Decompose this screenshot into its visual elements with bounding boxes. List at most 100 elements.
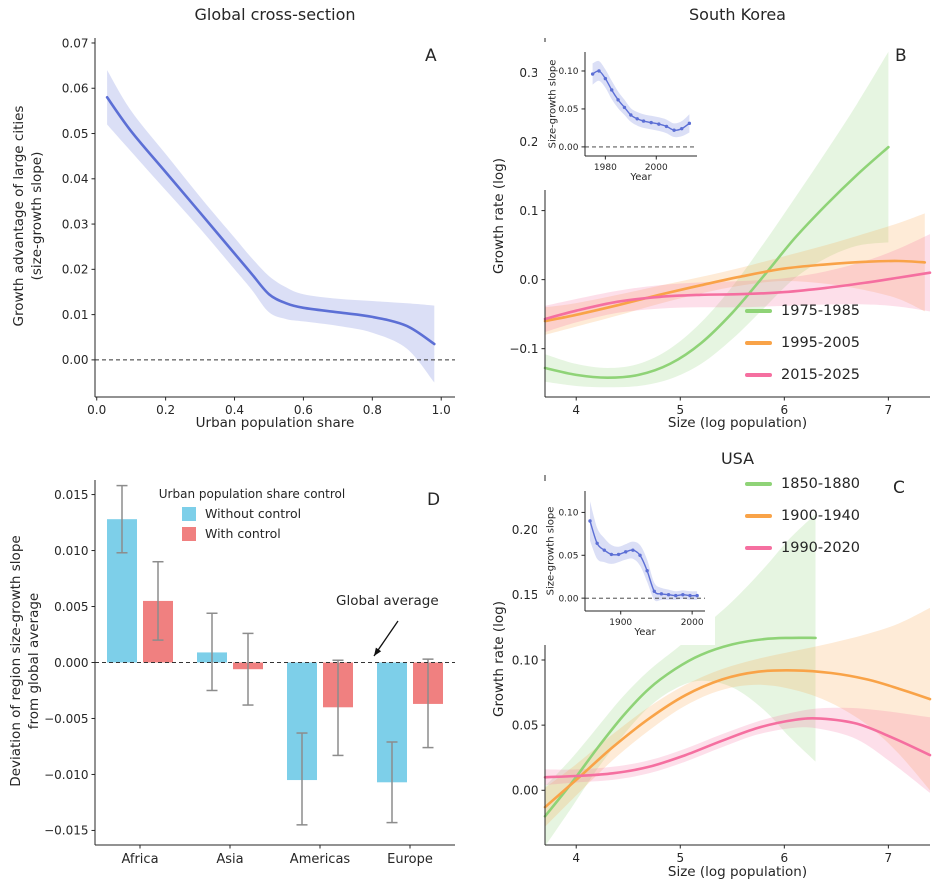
y-tick-label: −0.005: [44, 712, 88, 726]
marker-dot: [616, 98, 620, 102]
chart-b-title: South Korea: [689, 5, 786, 24]
inset-background: [537, 42, 707, 190]
marker-dot: [641, 119, 646, 123]
x-tick-label: 1900: [609, 618, 632, 628]
marker-dot: [602, 548, 606, 552]
panel-c-label: C: [893, 478, 905, 498]
marker-dot: [664, 124, 669, 129]
chart-a-title: Global cross-section: [194, 5, 356, 24]
marker-dot: [674, 593, 678, 598]
series-line: [543, 717, 932, 779]
chart-d-plot: −0.015 −0.010 −0.005 0.000 0.005 0.010 0.015 Af…: [44, 480, 455, 867]
marker-dot: [595, 541, 599, 545]
y-tick-label: 0.02: [62, 263, 89, 277]
y-tick-label: 0.05: [512, 718, 539, 732]
marker-dot: [624, 550, 628, 554]
panel-a: 0.0 0.2 0.4 0.6 0.8 1.0 0.00 0.01 0.02 0.03 0.04 0.…: [0, 0, 469, 445]
chart-a-plot: 0.0 0.2 0.4 0.6 0.8 1.0 0.00 0.01 0.02 0.03 0.04 0.…: [62, 36, 455, 417]
chart-c-inset-xlabel: Year: [634, 627, 656, 638]
x-tick-label: 6: [781, 403, 789, 417]
confidence-band: [545, 707, 930, 793]
series-line: [543, 145, 890, 380]
legend-swatch-orange: [745, 341, 772, 345]
confidence-band: [545, 234, 930, 333]
chart-c-xlabel: Size (log population): [667, 864, 808, 880]
legend-swatch-orange: [745, 514, 772, 518]
legend-label: 1900-1940: [781, 508, 861, 524]
panel-d: −0.015 −0.010 −0.005 0.000 0.005 0.010 0.015 Af…: [0, 445, 469, 891]
legend-swatch-pink: [745, 373, 772, 377]
legend-item-without-control: Without control: [152, 506, 352, 521]
x-tick-label: 4: [572, 403, 580, 417]
legend-swatch-with-control: [182, 526, 196, 541]
y-tick-label: 0.05: [558, 105, 578, 115]
marker-dot: [666, 593, 671, 597]
chart-b-inset-xlabel: Year: [630, 172, 652, 183]
y-tick-label: 0.15: [512, 588, 539, 602]
confidence-band: [545, 213, 925, 335]
legend-item-1850-1880: 1850-1880: [745, 476, 860, 492]
chart-d-ylabel: Deviation of region size-growth slope fr…: [7, 535, 42, 787]
x-tick-label: 2000: [645, 163, 668, 173]
x-tick-label: 5: [676, 851, 684, 865]
confidence-band: [590, 501, 698, 602]
inset-background: [537, 481, 715, 645]
y-tick-label: 0.00: [558, 594, 578, 604]
chart-b-inset-ylabel: Size-growth slope: [547, 59, 559, 149]
marker-dot: [635, 117, 639, 121]
marker-dot: [645, 569, 649, 573]
category-label: Europe: [387, 852, 433, 867]
legend-label: 1975-1985: [781, 303, 861, 319]
legend-label: With control: [205, 526, 281, 541]
y-tick-label: 0.1: [519, 204, 538, 218]
y-tick-label: 0.005: [54, 600, 88, 614]
x-tick-label: 7: [885, 851, 893, 865]
y-tick-label: 0.010: [54, 544, 88, 558]
x-tick-label: 1980: [594, 163, 617, 173]
legend-item-1975-1985: 1975-1985: [745, 303, 860, 319]
y-tick-label: −0.010: [44, 768, 88, 782]
marker-dot: [603, 76, 608, 81]
y-tick-label: 0.015: [54, 488, 88, 502]
x-tick-label: 6: [781, 851, 789, 865]
legend-swatch-green: [745, 482, 772, 486]
marker-dot: [681, 593, 685, 597]
marker-dot: [622, 105, 627, 110]
confidence-band: [545, 607, 930, 827]
marker-dot: [597, 69, 601, 73]
y-tick-label: 0.05: [558, 552, 578, 562]
y-tick-label: 0.10: [558, 67, 578, 77]
y-tick-label: 0.2: [519, 135, 538, 149]
x-tick-label: 0.2: [156, 403, 175, 417]
chart-c-legend: 1850-1880 1900-1940 1990-2020: [745, 476, 860, 572]
chart-c-inset-ylabel: Size-growth slope: [545, 506, 557, 596]
legend-item-1990-2020: 1990-2020: [745, 540, 860, 556]
y-tick-label: −0.1: [509, 342, 538, 356]
chart-b-legend: 1975-1985 1995-2005 2015-2025: [745, 303, 860, 399]
legend-label: 1995-2005: [781, 335, 861, 351]
category-label: Asia: [216, 852, 243, 867]
y-tick-label: 0.0: [519, 273, 538, 287]
marker-dot: [609, 552, 614, 557]
y-tick-label: 0.05: [62, 127, 89, 141]
y-tick-label: 0.00: [558, 143, 578, 153]
y-tick-label: 0.07: [62, 36, 89, 50]
series-line: [589, 520, 698, 597]
legend-label: 2015-2025: [781, 367, 861, 383]
legend-item-2015-2025: 2015-2025: [745, 367, 860, 383]
x-tick-label: 0.8: [363, 403, 382, 417]
marker-dot: [687, 121, 692, 126]
panel-b: 4 5 6 7 −0.1 0.0 0.1 0.2 0.3 1980 2000 0.00 0.05 0.10…: [469, 0, 938, 445]
y-tick-label: 0.3: [519, 66, 538, 80]
legend-label: 1850-1880: [781, 476, 861, 492]
confidence-band: [545, 514, 816, 847]
legend-item-with-control: With control: [152, 526, 352, 541]
chart-a-ylabel: Growth advantage of large cities (size-g…: [10, 105, 45, 327]
marker-dot: [638, 553, 642, 557]
x-tick-label: 7: [885, 403, 893, 417]
series-line: [543, 259, 927, 323]
y-tick-label: 0.00: [512, 784, 539, 798]
y-tick-label: 0.04: [62, 172, 89, 186]
x-tick-label: 4: [572, 851, 580, 865]
